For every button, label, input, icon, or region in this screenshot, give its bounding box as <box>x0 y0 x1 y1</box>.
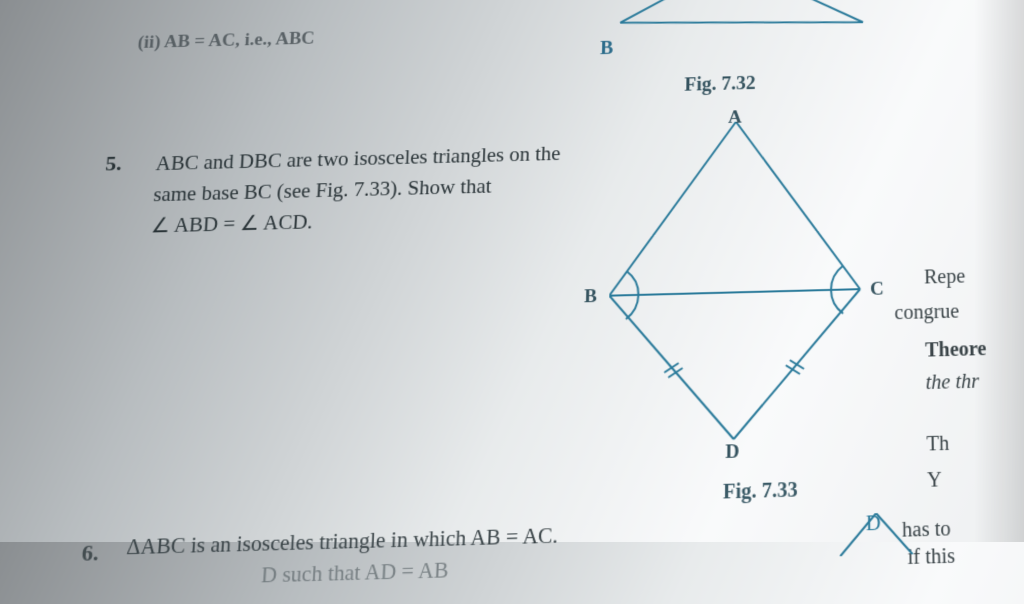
edge-text-4: the thr <box>925 361 979 403</box>
question-6-number: 6. <box>81 539 100 567</box>
fig-7-33-label-c: C <box>870 279 884 301</box>
fig-7-33-label-b: B <box>584 286 597 308</box>
question-6-line2: D such that AD = AB <box>260 551 676 589</box>
next-page-edge: Repe congrue Theore the thr Th Y has to … <box>920 10 1024 550</box>
fig-7-32-triangle <box>605 0 877 40</box>
fragment-text: (ii) AB = AC, i.e., ABC <box>137 29 315 54</box>
edge-triangle-fragment <box>835 512 918 556</box>
fig-7-32-caption: Fig. 7.32 <box>684 73 755 97</box>
fig-7-33-diagram <box>605 118 881 473</box>
fig-7-32-label-b: B <box>600 38 614 60</box>
textbook-page: (ii) AB = AC, i.e., ABC B Fig. 7.32 5. A… <box>0 11 1024 576</box>
fig-7-33-label-d: D <box>725 441 739 464</box>
edge-text-6: Y <box>927 459 942 501</box>
question-5-number: 5. <box>104 151 122 177</box>
fig-7-33-label-a: A <box>728 107 742 128</box>
edge-text-2: congrue <box>894 292 959 334</box>
fig-7-33-caption: Fig. 7.33 <box>723 479 798 505</box>
